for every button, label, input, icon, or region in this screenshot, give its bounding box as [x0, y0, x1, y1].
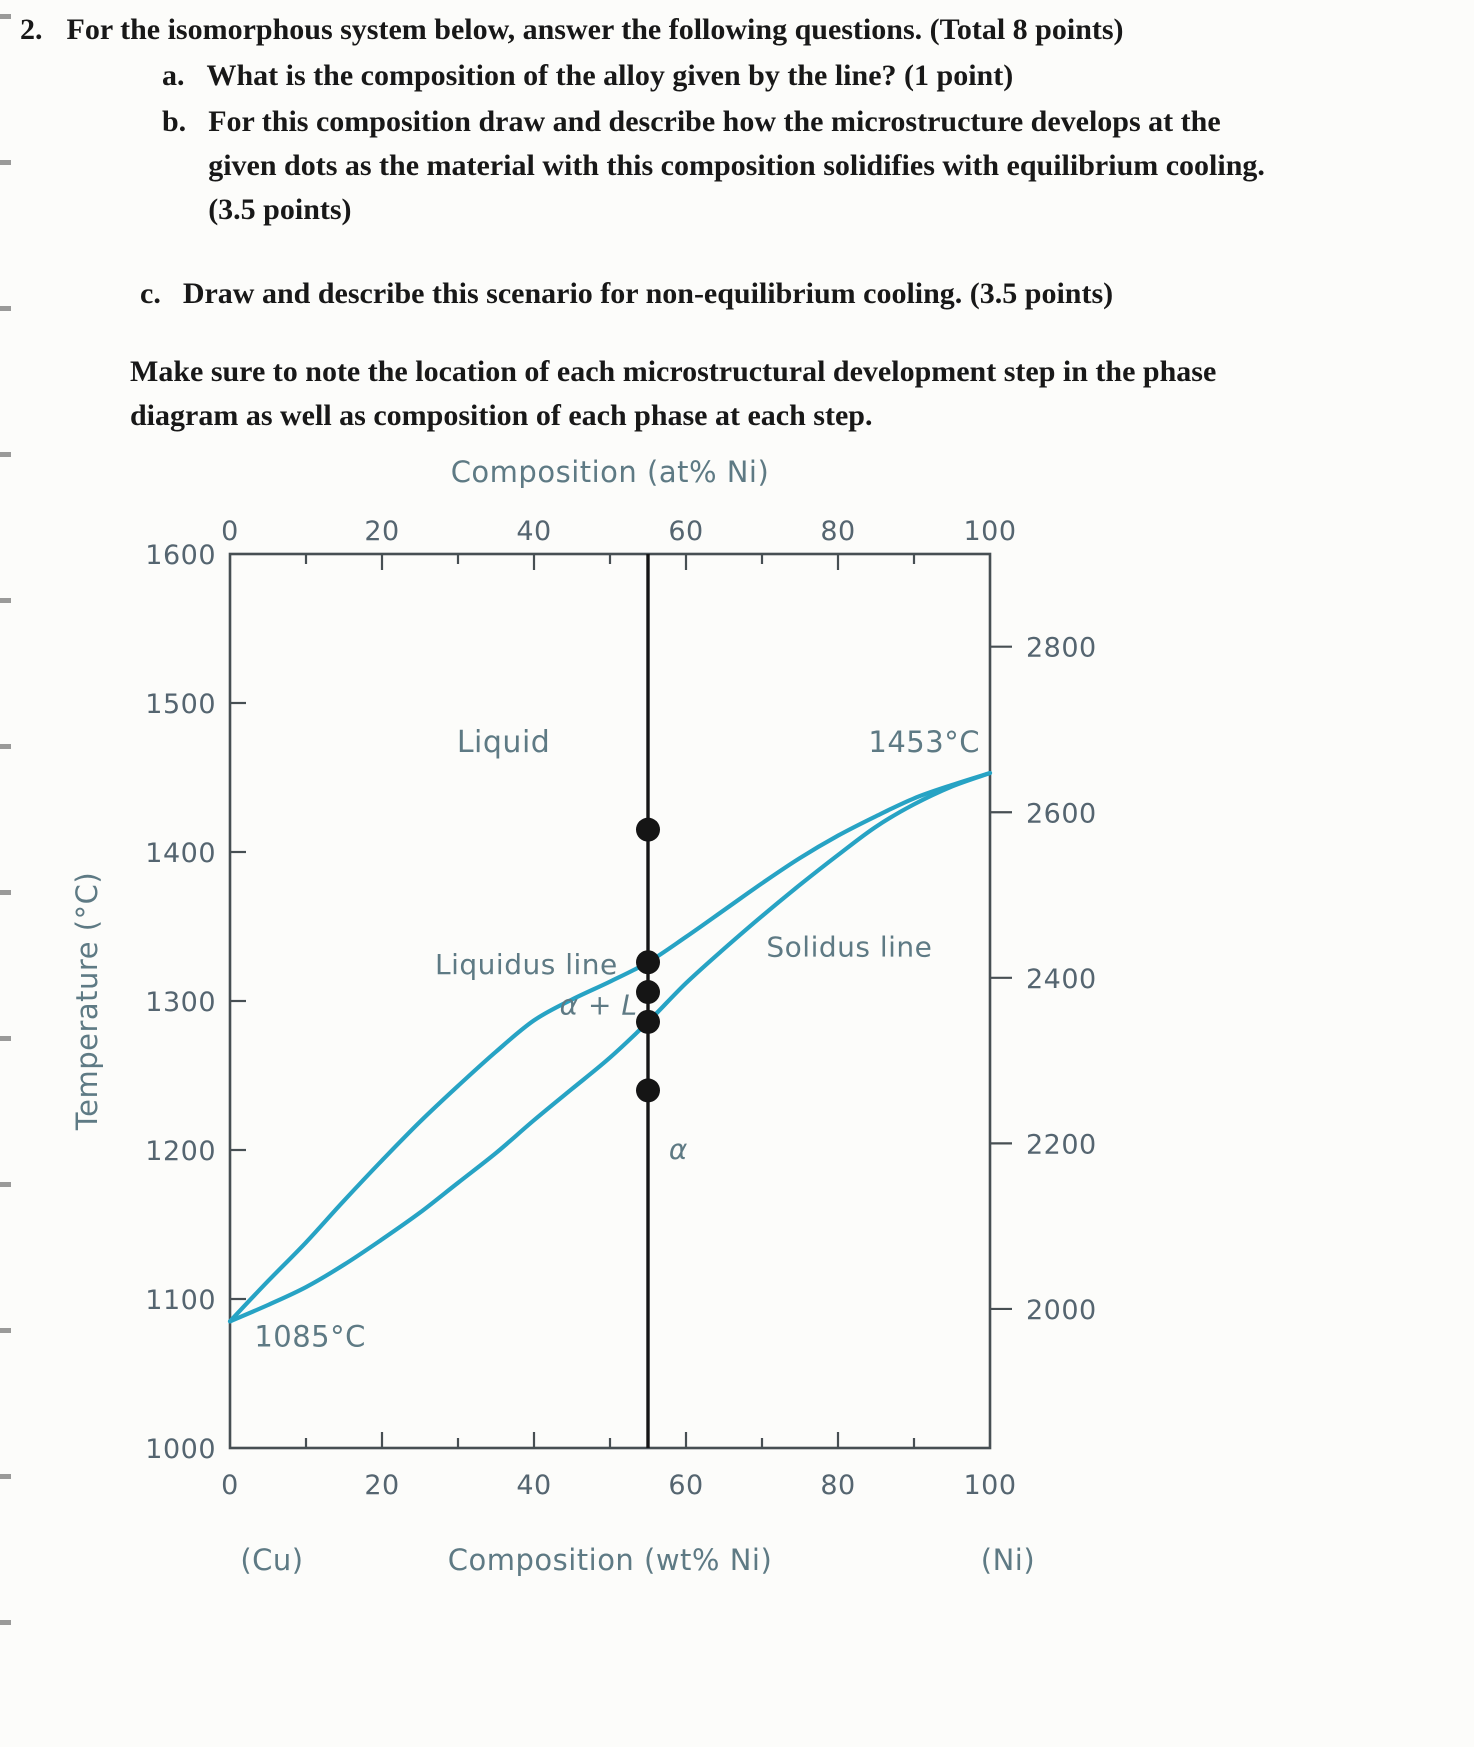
liquidus-curve: [227, 770, 993, 1324]
item-b-text-line-3: (3.5 points): [208, 193, 352, 226]
solidus-line-label: Solidus line: [766, 930, 932, 963]
right-tick-label: 2400: [1026, 964, 1097, 995]
bottom-tick-label: 20: [364, 1470, 399, 1501]
question-item-b: b. For this composition draw and describ…: [162, 100, 1474, 232]
left-tick-label: 1300: [145, 987, 216, 1018]
question-item-c: c. Draw and describe this scenario for n…: [140, 272, 1474, 316]
left-tick-label: 1000: [145, 1434, 216, 1465]
right-tick-label: 2000: [1026, 1295, 1097, 1326]
bottom-tick-label: 40: [516, 1470, 551, 1501]
top-tick-label: 40: [516, 516, 551, 547]
bottom-tick-label: 100: [963, 1470, 1016, 1501]
item-b-text-line-1: For this composition draw and describe h…: [208, 105, 1221, 138]
top-tick-label: 20: [364, 516, 399, 547]
left-tick-label: 1400: [145, 838, 216, 869]
question-intro: For the isomorphous system below, answer…: [66, 13, 1124, 46]
scan-edge-marks: [0, 14, 11, 1714]
item-c-text: Draw and describe this scenario for non-…: [182, 277, 1114, 310]
left-tick-label: 1100: [145, 1285, 216, 1316]
microstructure-dot: [636, 1009, 660, 1034]
right-tick-label: 2200: [1026, 1129, 1097, 1160]
right-tick-label: 2600: [1026, 798, 1097, 829]
top-tick-label: 80: [820, 516, 855, 547]
top-tick-label: 100: [963, 516, 1016, 547]
question-heading: 2. For the isomorphous system below, ans…: [0, 8, 1474, 52]
note-line-1: Make sure to note the location of each m…: [130, 355, 1217, 388]
question-number: 2.: [20, 13, 43, 46]
cu-melting-point-label: 1085°C: [254, 1320, 366, 1354]
right-tick-label: 2800: [1026, 633, 1097, 664]
alpha-plus-liquid-label: α + L: [560, 988, 638, 1021]
item-c-label: c.: [140, 277, 161, 310]
question-item-a: a. What is the composition of the alloy …: [162, 54, 1474, 98]
question-block: 2. For the isomorphous system below, ans…: [0, 0, 1474, 438]
question-note: Make sure to note the location of each m…: [130, 350, 1370, 438]
top-tick-label: 60: [668, 516, 703, 547]
phase-diagram-container: 0 20 40 60 80 100 0 20 40 60 80 100 1000 1100 1200 1300…: [0, 452, 1474, 1607]
ni-melting-point-label: 1453°C: [868, 725, 980, 759]
bottom-axis-title: Composition (wt% Ni): [448, 1543, 773, 1577]
left-tick-label: 1600: [145, 540, 216, 571]
cu-endpoint-label: (Cu): [240, 1543, 303, 1577]
solidus-curve: [227, 770, 993, 1324]
left-tick-label: 1500: [145, 689, 216, 720]
top-tick-label: 0: [221, 516, 239, 547]
left-tick-label: 1200: [145, 1136, 216, 1167]
note-line-2: diagram as well as composition of each p…: [130, 399, 873, 432]
microstructure-dot: [636, 817, 660, 842]
item-a-label: a.: [162, 59, 185, 92]
item-b-label: b.: [162, 105, 187, 138]
microstructure-dot: [636, 980, 660, 1005]
liquidus-line-label: Liquidus line: [435, 948, 618, 981]
bottom-tick-label: 0: [221, 1470, 239, 1501]
ni-endpoint-label: (Ni): [981, 1543, 1035, 1577]
bottom-tick-label: 80: [820, 1470, 855, 1501]
phase-diagram: 0 20 40 60 80 1000 20 40 60 80 1001000110012001300…: [70, 455, 1097, 1577]
bottom-tick-label: 60: [668, 1470, 703, 1501]
item-b-text-line-2: given dots as the material with this com…: [208, 149, 1265, 182]
alpha-region-label: α: [669, 1133, 688, 1166]
microstructure-dot: [636, 950, 660, 975]
left-axis-title: Temperature (°C): [70, 872, 104, 1131]
top-axis-title: Composition (at% Ni): [451, 455, 770, 489]
liquid-region-label: Liquid: [457, 725, 550, 760]
item-a-text: What is the composition of the alloy giv…: [206, 59, 1014, 92]
microstructure-dot: [636, 1078, 660, 1103]
